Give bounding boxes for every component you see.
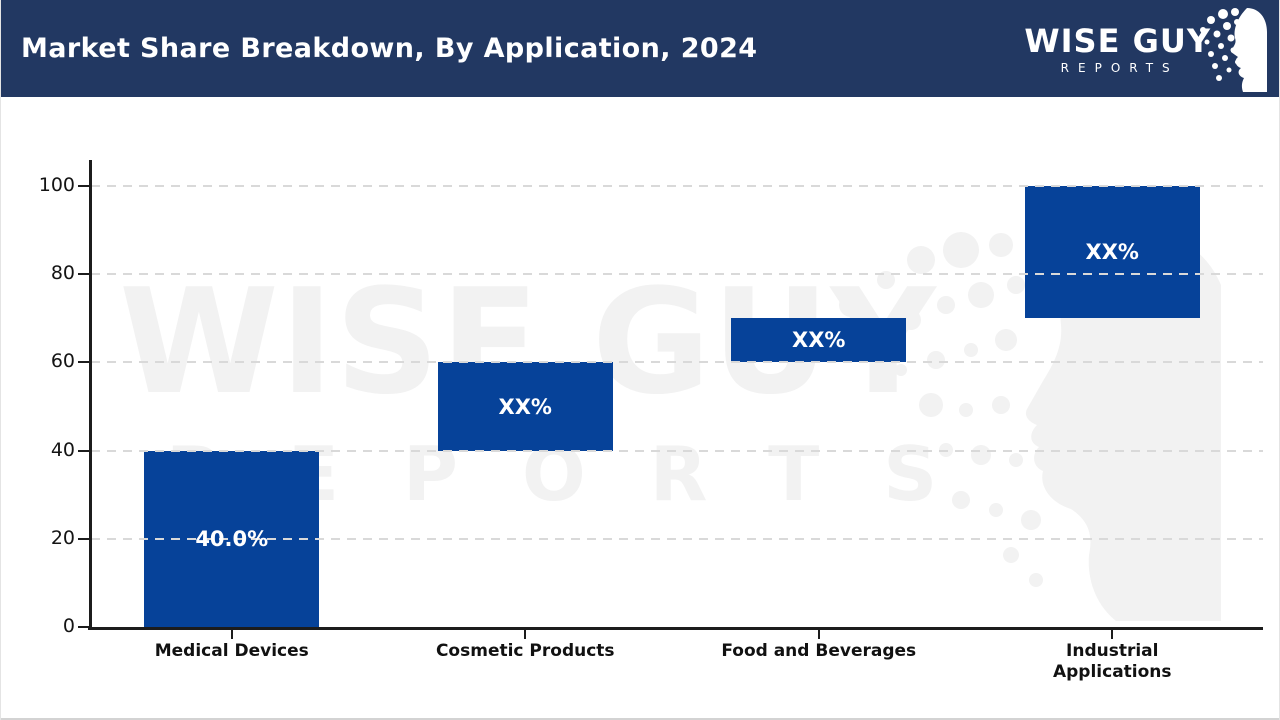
y-tick-label: 40 <box>50 438 75 461</box>
y-tick-label: 0 <box>62 615 75 637</box>
y-tick-mark <box>78 185 89 187</box>
y-axis <box>89 160 92 630</box>
y-tick-mark <box>78 537 89 540</box>
logo-text: WISE GUY REPORTS <box>1024 25 1211 75</box>
category-label-1: Medical Devices <box>154 641 309 661</box>
bar-value-label: XX% <box>792 328 846 353</box>
bar-3 <box>731 318 907 363</box>
x-tick-mark <box>230 630 233 639</box>
watermark-face-icon <box>839 232 1221 621</box>
logo-reports-label: REPORTS <box>1060 60 1179 75</box>
bar-value-label: XX% <box>498 394 552 419</box>
x-tick-mark <box>1111 630 1114 639</box>
bottom-border <box>1 718 1279 720</box>
logo-wiseguy-label: WISE GUY <box>1024 22 1211 61</box>
y-tick-mark <box>78 626 89 628</box>
category-label-2: Cosmetic Products <box>435 641 615 661</box>
category-label-3: Food and Beverages <box>721 641 917 661</box>
bar-value-label: 40.0% <box>195 526 269 551</box>
gridline-100 <box>91 185 1263 187</box>
header: Market Share Breakdown, By Application, … <box>1 0 1279 97</box>
x-tick-mark <box>817 630 820 639</box>
bar-value-label: XX% <box>1085 240 1139 265</box>
y-tick-mark <box>78 449 89 452</box>
gridline-60 <box>91 361 1263 364</box>
y-tick-label: 60 <box>50 350 75 373</box>
gridline-20 <box>91 537 1263 540</box>
y-tick-label: 20 <box>50 526 75 549</box>
bar-4 <box>1024 186 1200 319</box>
bar-2 <box>437 362 613 451</box>
y-tick-mark <box>78 361 89 364</box>
logo-face-icon <box>1200 8 1267 92</box>
gridline-40 <box>91 449 1263 452</box>
y-tick-label: 80 <box>50 262 75 285</box>
y-tick-mark <box>78 273 89 276</box>
x-tick-mark <box>524 630 527 639</box>
category-label-4: Industrial Applications <box>1052 641 1172 683</box>
chart-title: Market Share Breakdown, By Application, … <box>21 33 758 64</box>
gridline-80 <box>91 273 1263 276</box>
wise-guy-reports-logo: WISE GUY REPORTS <box>1024 8 1267 92</box>
x-axis <box>88 627 1263 630</box>
y-tick-label: 100 <box>38 174 75 196</box>
